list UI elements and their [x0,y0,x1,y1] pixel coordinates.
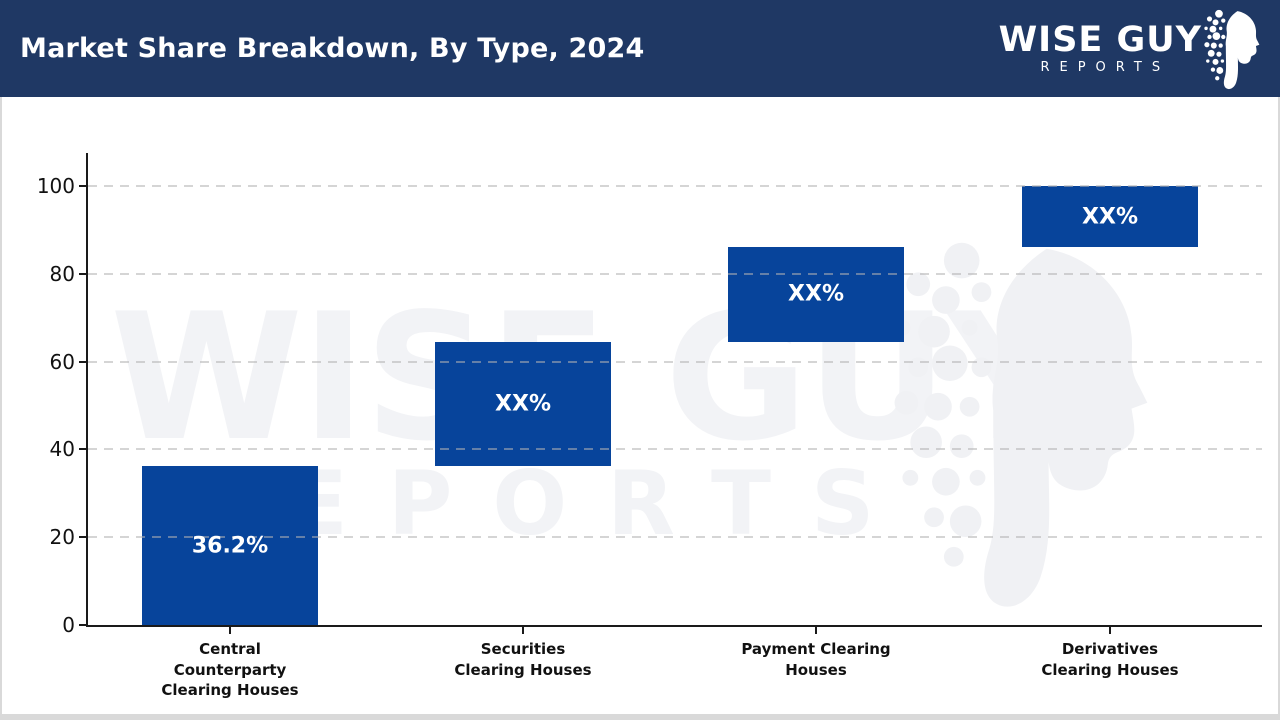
y-axis-spine [86,153,88,627]
bar-segment [1022,186,1198,248]
x-tick [815,627,817,634]
y-tick [79,624,86,626]
y-tick [79,536,86,539]
chart-title: Market Share Breakdown, By Type, 2024 [20,33,645,64]
gridline-60 [88,360,1262,363]
y-tick [79,185,86,187]
x-tick [1109,627,1111,634]
header-bar: Market Share Breakdown, By Type, 2024 WI… [0,0,1280,97]
x-tick [229,627,231,634]
gridline-100 [88,185,1262,187]
brand-logo: WISE GUY REPORTS [999,4,1270,94]
bar-value-label: XX% [495,391,551,417]
x-category-label: Securities Clearing Houses [454,640,592,679]
y-tick-label: 80 [49,261,75,286]
y-tick [79,448,86,451]
gridline-20 [88,536,1262,539]
page-border-bottom [0,714,1280,720]
y-tick [79,272,86,275]
bar-segment [728,247,904,342]
bar-value-label: 36.2% [191,533,269,559]
y-tick [79,360,86,363]
brand-head-icon [1204,9,1260,90]
page-border-right [1278,97,1280,714]
gridline-40 [88,448,1262,451]
x-axis-spine [86,625,1262,627]
bar-value-label: XX% [788,281,844,307]
x-category-label: Payment Clearing Houses [741,640,891,679]
bar-segment [142,466,318,625]
brand-subtext: REPORTS [1040,60,1171,75]
y-tick-label: 40 [49,437,75,462]
x-category-label: Derivatives Clearing Houses [1041,640,1179,679]
y-tick-label: 0 [62,613,75,637]
page-border-left [0,97,2,714]
brand-wordmark: WISE GUY [998,20,1202,60]
x-category-label: Central Counterparty Clearing Houses [161,640,299,699]
brand-logo-text: WISE GUY REPORTS [999,21,1202,77]
bar-value-label: XX% [1082,204,1138,229]
y-tick-label: 20 [49,525,75,550]
x-tick [522,627,524,634]
y-tick-label: 100 [36,174,75,198]
gridline-80 [88,272,1262,275]
y-tick-label: 60 [49,349,75,374]
